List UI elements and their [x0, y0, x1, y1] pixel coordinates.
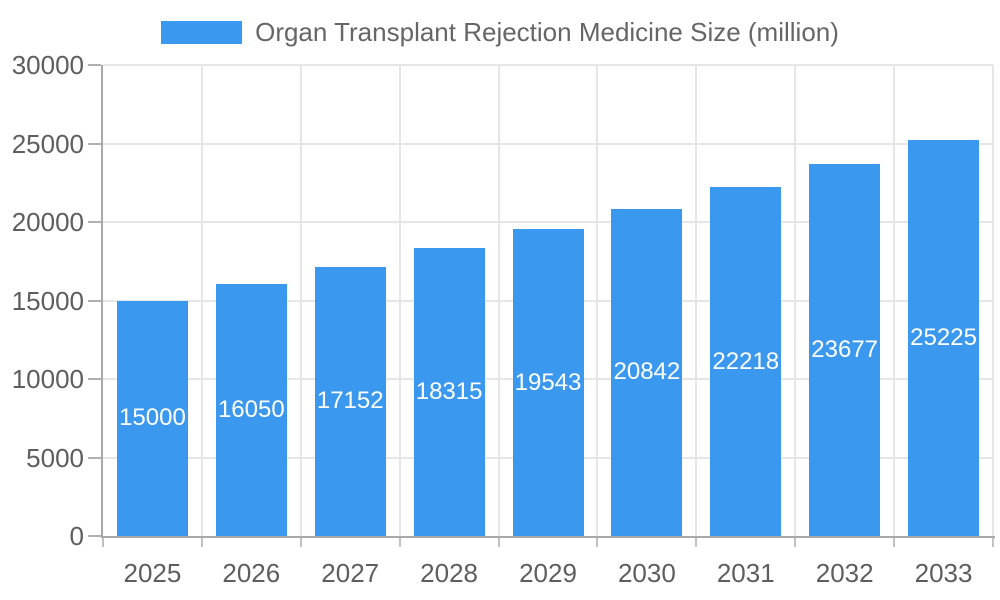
v-gridline: [596, 65, 599, 536]
x-axis-label: 2026: [222, 558, 281, 588]
bar[interactable]: [710, 187, 782, 536]
y-tick: [88, 456, 101, 459]
y-axis-label: 20000: [11, 207, 84, 237]
bar[interactable]: [809, 164, 881, 536]
bar[interactable]: [611, 208, 683, 536]
y-tick: [88, 535, 101, 537]
plot-area: 0 5000 10000 15000 20000 25000 30000 2025 2026 20…: [12, 50, 995, 588]
bar[interactable]: [116, 300, 188, 536]
x-tick: [596, 538, 599, 547]
x-axis-label: 2025: [123, 558, 182, 588]
x-axis-label: 2032: [815, 558, 874, 588]
x-tick: [893, 538, 896, 547]
y-axis-label: 5000: [26, 442, 84, 473]
legend[interactable]: Organ Transplant Rejection Medicine Size…: [0, 16, 1000, 48]
bar[interactable]: [413, 248, 485, 536]
y-axis-line: [101, 65, 103, 538]
y-tick: [88, 378, 101, 380]
v-gridline: [299, 65, 302, 536]
x-axis-label: 2031: [716, 558, 775, 588]
bar-value-label: 20842: [613, 358, 681, 386]
bar[interactable]: [908, 139, 980, 536]
bar-value-label: 17152: [316, 387, 384, 415]
v-gridline: [497, 65, 500, 536]
bar-value-label: 22218: [712, 347, 780, 375]
x-tick: [497, 538, 500, 547]
x-tick: [299, 538, 302, 547]
x-axis-label: 2027: [321, 558, 380, 588]
y-tick: [88, 221, 101, 223]
bar-value-label: 25225: [910, 323, 977, 351]
x-axis-label: 2033: [914, 558, 973, 588]
v-gridline: [398, 65, 401, 536]
x-tick: [102, 538, 104, 547]
bar-value-label: 19543: [514, 368, 582, 396]
bar-value-label: 18315: [415, 378, 483, 406]
bar-value-label: 23677: [811, 336, 879, 364]
bar[interactable]: [512, 229, 584, 536]
x-tick: [398, 538, 401, 547]
x-tick: [200, 538, 203, 547]
h-gridline: [103, 221, 993, 223]
bar-value-label: 15000: [119, 404, 186, 432]
y-tick: [88, 299, 101, 302]
h-gridline: [103, 142, 993, 145]
legend-swatch: [161, 20, 243, 44]
y-tick: [88, 64, 101, 66]
y-axis-label: 10000: [11, 364, 84, 394]
x-tick: [695, 538, 698, 547]
v-gridline: [695, 65, 698, 536]
bar[interactable]: [215, 284, 287, 536]
x-tick: [992, 538, 994, 547]
x-axis-label: 2028: [420, 558, 479, 588]
v-gridline: [992, 65, 994, 536]
v-gridline: [794, 65, 797, 536]
x-axis-line: [101, 536, 995, 538]
v-gridline: [893, 65, 896, 536]
bar-value-label: 16050: [217, 396, 285, 423]
h-gridline: [103, 64, 993, 66]
y-axis-label: 30000: [11, 50, 84, 80]
x-tick: [794, 538, 797, 547]
y-axis-label: 0: [69, 521, 84, 551]
legend-label: Organ Transplant Rejection Medicine Size…: [255, 17, 839, 47]
v-gridline: [200, 65, 203, 536]
x-axis-label: 2030: [617, 558, 676, 588]
y-axis-label: 15000: [11, 285, 84, 316]
y-axis-label: 25000: [11, 128, 84, 159]
x-axis-label: 2029: [519, 558, 577, 588]
y-tick: [88, 142, 101, 145]
bar[interactable]: [314, 266, 386, 536]
